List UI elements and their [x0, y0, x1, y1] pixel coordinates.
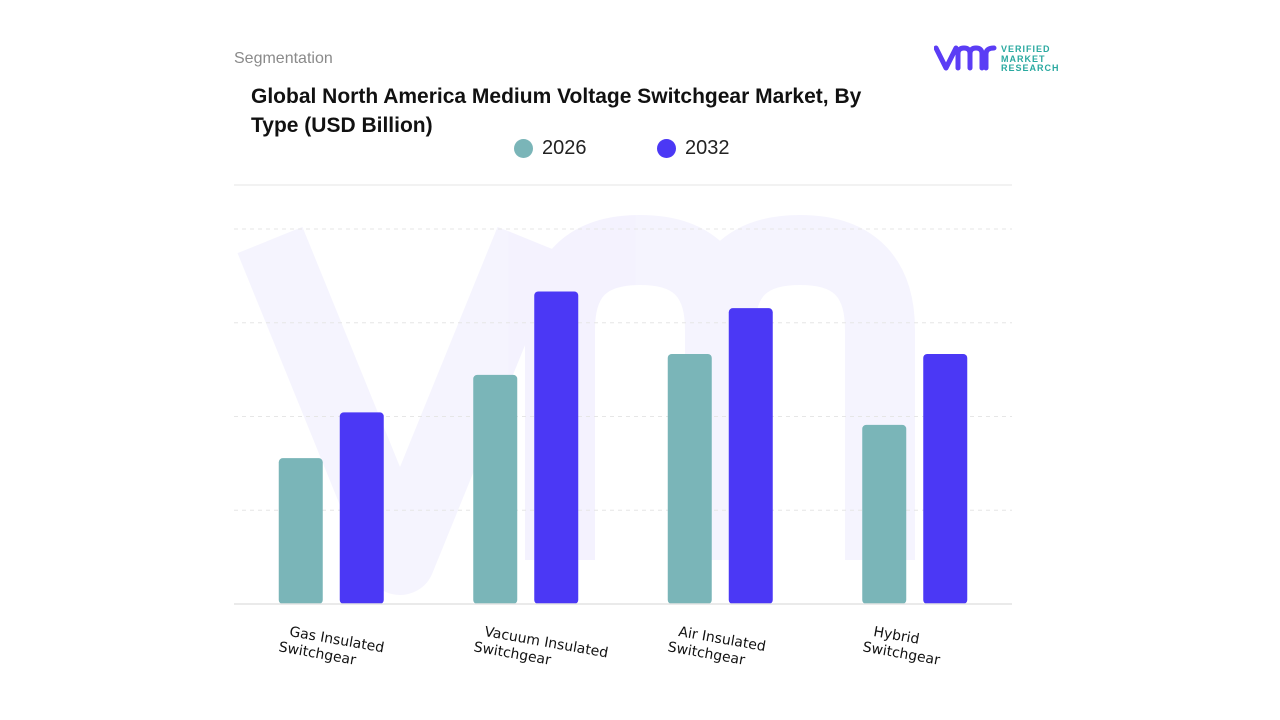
bar-2026-3[interactable]: [862, 424, 907, 604]
legend-swatch-2026: [514, 138, 533, 158]
chart-title: Global North America Medium Voltage Swit…: [251, 85, 862, 137]
bar-2032-0[interactable]: [339, 412, 384, 604]
logo-text-line3: RESEARCH: [1001, 63, 1060, 73]
bars: [278, 291, 968, 605]
bar-2032-3[interactable]: [923, 354, 968, 604]
legend-item-2026[interactable]: 2026: [514, 134, 587, 162]
logo-text: VERIFIED MARKET RESEARCH: [1001, 44, 1060, 74]
legend-label-2032: 2032: [685, 136, 730, 159]
legend-item-2032[interactable]: 2032: [657, 134, 730, 162]
bar-2032-2[interactable]: [728, 308, 773, 604]
segmentation-label: Segmentation: [234, 50, 333, 67]
legend-swatch-2032: [657, 138, 676, 158]
vmr-logo-icon: [933, 45, 997, 71]
logo-text-line2: MARKET: [1001, 53, 1046, 64]
bar-2026-0[interactable]: [278, 458, 323, 604]
legend-label-2026: 2026: [542, 136, 587, 159]
logo-text-line1: VERIFIED: [1001, 44, 1051, 54]
bar-2032-1[interactable]: [534, 291, 579, 605]
bar-2026-1[interactable]: [473, 374, 518, 604]
vmr-logo[interactable]: VERIFIED MARKET RESEARCH: [933, 42, 1064, 78]
bar-2026-2[interactable]: [667, 354, 712, 604]
